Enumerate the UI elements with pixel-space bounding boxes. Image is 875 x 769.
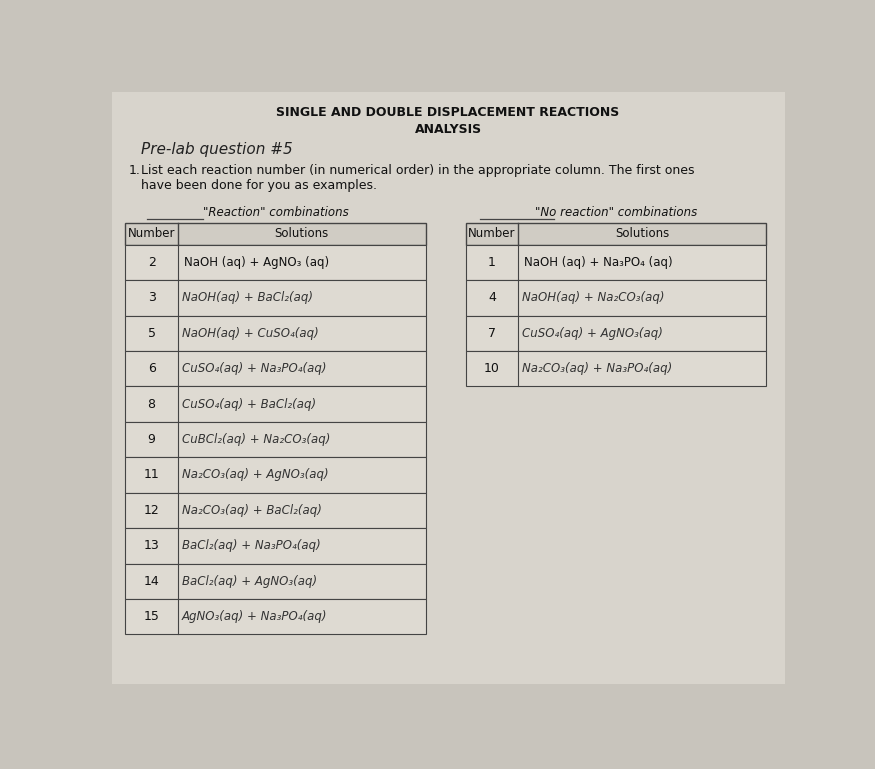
Bar [125,599,426,634]
Text: Solutions: Solutions [275,228,329,241]
Text: 11: 11 [144,468,159,481]
Text: 3: 3 [148,291,156,305]
Text: NaOH(aq) + Na₂CO₃(aq): NaOH(aq) + Na₂CO₃(aq) [522,291,664,305]
Bar [125,280,426,315]
Text: 8: 8 [148,398,156,411]
Text: "Reaction" combinations: "Reaction" combinations [203,206,348,219]
Bar [125,315,426,351]
Bar [125,223,426,245]
Text: Na₂CO₃(aq) + AgNO₃(aq): Na₂CO₃(aq) + AgNO₃(aq) [182,468,328,481]
Text: Number: Number [128,228,175,241]
Text: ANALYSIS: ANALYSIS [415,123,481,136]
Text: 7: 7 [488,327,496,340]
Bar [125,564,426,599]
Text: Number: Number [468,228,515,241]
Text: 6: 6 [148,362,156,375]
Text: BaCl₂(aq) + Na₃PO₄(aq): BaCl₂(aq) + Na₃PO₄(aq) [182,539,320,552]
Text: 2: 2 [148,256,156,269]
Bar [466,280,766,315]
Bar [125,386,426,422]
Text: BaCl₂(aq) + AgNO₃(aq): BaCl₂(aq) + AgNO₃(aq) [182,574,317,588]
Bar [125,245,426,280]
Text: List each reaction number (in numerical order) in the appropriate column. The fi: List each reaction number (in numerical … [141,164,695,177]
Text: NaOH (aq) + AgNO₃ (aq): NaOH (aq) + AgNO₃ (aq) [184,256,329,269]
Text: 1: 1 [488,256,496,269]
Text: CuSO₄(aq) + BaCl₂(aq): CuSO₄(aq) + BaCl₂(aq) [182,398,316,411]
Text: SINGLE AND DOUBLE DISPLACEMENT REACTIONS: SINGLE AND DOUBLE DISPLACEMENT REACTIONS [276,106,620,119]
Text: 1.: 1. [129,164,140,177]
Text: 12: 12 [144,504,159,517]
Text: CuSO₄(aq) + AgNO₃(aq): CuSO₄(aq) + AgNO₃(aq) [522,327,663,340]
Bar [125,422,426,458]
Text: Na₂CO₃(aq) + Na₃PO₄(aq): Na₂CO₃(aq) + Na₃PO₄(aq) [522,362,672,375]
Text: 5: 5 [148,327,156,340]
Bar [466,315,766,351]
Bar [125,528,426,564]
Text: 4: 4 [488,291,496,305]
Bar [466,245,766,280]
Bar [125,351,426,386]
Text: CuSO₄(aq) + Na₃PO₄(aq): CuSO₄(aq) + Na₃PO₄(aq) [182,362,326,375]
Text: 10: 10 [484,362,500,375]
Text: 13: 13 [144,539,159,552]
Bar [466,351,766,386]
Text: 9: 9 [148,433,156,446]
Text: AgNO₃(aq) + Na₃PO₄(aq): AgNO₃(aq) + Na₃PO₄(aq) [182,610,327,623]
Text: "No reaction" combinations: "No reaction" combinations [535,206,697,219]
Text: Solutions: Solutions [615,228,669,241]
Text: Pre-lab question #5: Pre-lab question #5 [141,142,292,158]
Text: 15: 15 [144,610,159,623]
Bar [466,223,766,245]
Text: CuBCl₂(aq) + Na₂CO₃(aq): CuBCl₂(aq) + Na₂CO₃(aq) [182,433,330,446]
Bar [125,458,426,493]
Text: have been done for you as examples.: have been done for you as examples. [141,178,377,191]
Text: 14: 14 [144,574,159,588]
Text: NaOH (aq) + Na₃PO₄ (aq): NaOH (aq) + Na₃PO₄ (aq) [524,256,673,269]
Bar [125,493,426,528]
Text: Na₂CO₃(aq) + BaCl₂(aq): Na₂CO₃(aq) + BaCl₂(aq) [182,504,321,517]
Text: NaOH(aq) + CuSO₄(aq): NaOH(aq) + CuSO₄(aq) [182,327,318,340]
Text: NaOH(aq) + BaCl₂(aq): NaOH(aq) + BaCl₂(aq) [182,291,312,305]
